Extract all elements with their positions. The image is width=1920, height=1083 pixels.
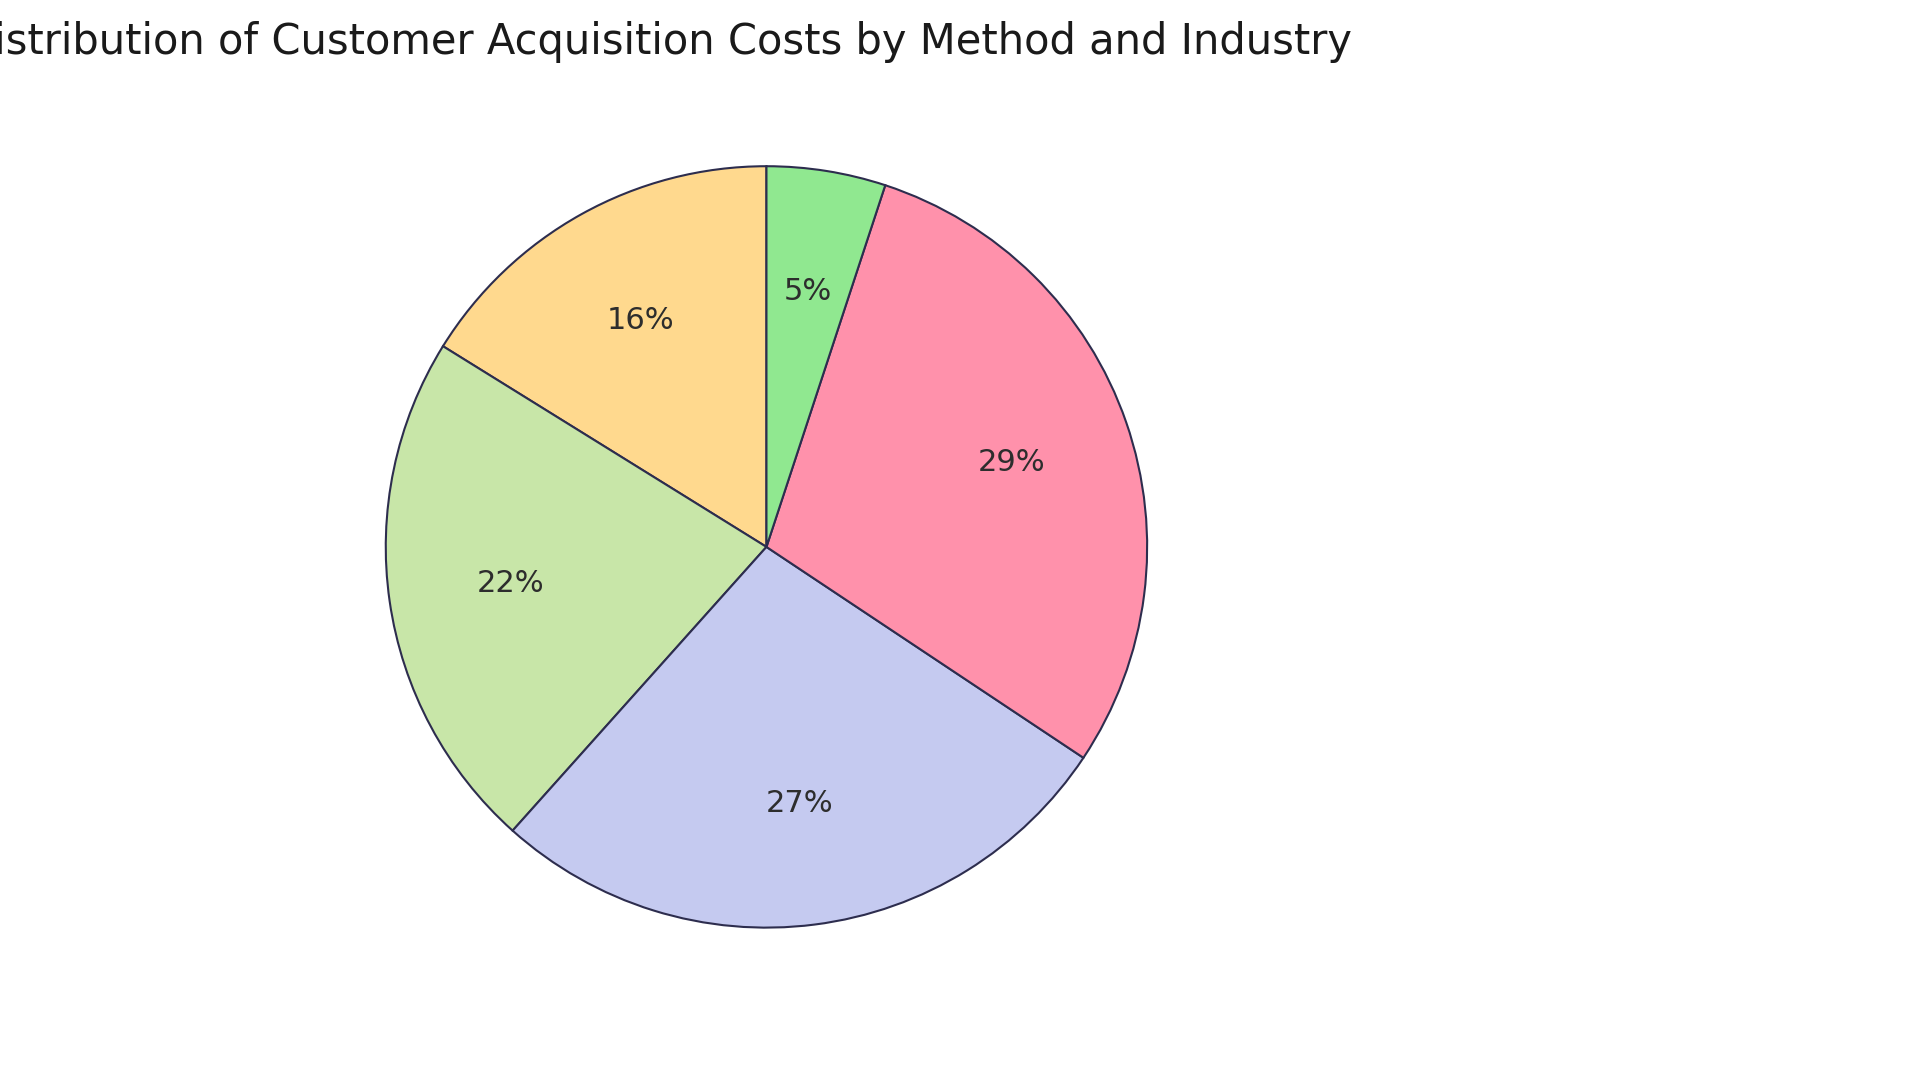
Text: 27%: 27% bbox=[766, 790, 833, 819]
Wedge shape bbox=[513, 547, 1083, 928]
Text: 22%: 22% bbox=[476, 570, 543, 598]
Wedge shape bbox=[766, 166, 885, 547]
Text: Distribution of Customer Acquisition Costs by Method and Industry: Distribution of Customer Acquisition Cos… bbox=[0, 22, 1352, 63]
Text: 16%: 16% bbox=[607, 306, 674, 336]
Wedge shape bbox=[386, 347, 766, 831]
Wedge shape bbox=[444, 166, 766, 547]
Wedge shape bbox=[766, 185, 1146, 758]
Text: 29%: 29% bbox=[977, 447, 1044, 477]
Text: 5%: 5% bbox=[783, 277, 831, 305]
